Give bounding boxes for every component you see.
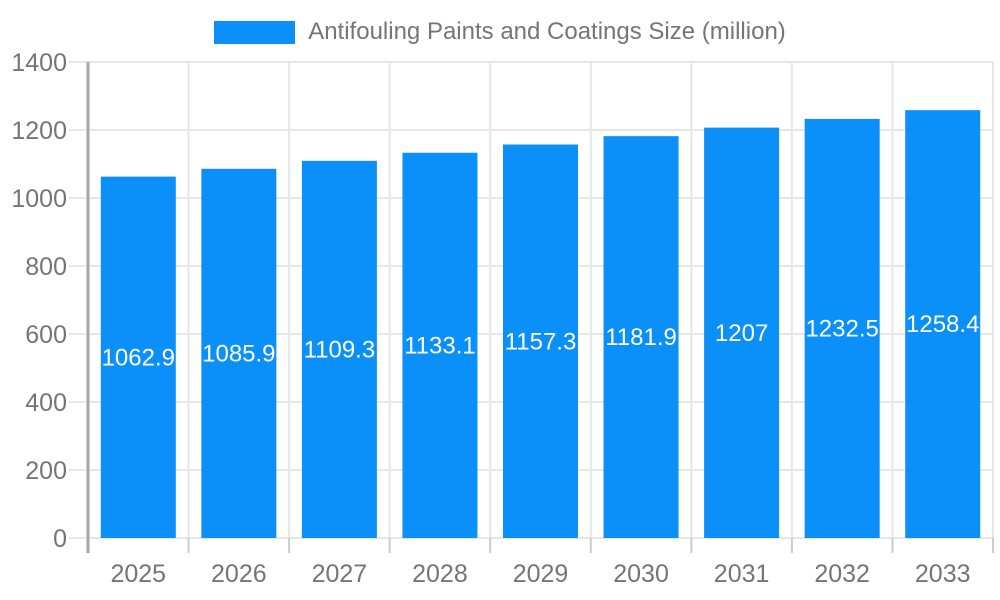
y-tick-label: 200 <box>25 457 67 485</box>
bar[interactable] <box>201 168 277 538</box>
y-tick-label: 600 <box>25 321 67 349</box>
bar-value-label: 1157.3 <box>505 328 577 355</box>
bar[interactable] <box>100 176 176 538</box>
bar-value-label: 1062.9 <box>102 344 175 371</box>
bar[interactable] <box>804 118 880 538</box>
bar-value-label: 1133.1 <box>404 332 476 359</box>
bar-value-label: 1181.9 <box>605 324 677 351</box>
x-tick-label: 2032 <box>814 560 870 588</box>
bar-value-label: 1085.9 <box>202 340 275 367</box>
bar[interactable] <box>603 136 679 539</box>
bar-value-label: 1207 <box>715 320 768 347</box>
bar-value-label: 1258.4 <box>906 311 979 338</box>
y-tick-label: 1200 <box>11 117 67 145</box>
y-tick-label: 1000 <box>11 185 67 213</box>
y-tick-label: 1400 <box>11 49 67 77</box>
legend-swatch <box>214 20 296 44</box>
x-tick-label: 2033 <box>915 560 971 588</box>
bar-value-label: 1109.3 <box>304 336 376 363</box>
x-tick-label: 2025 <box>110 560 166 588</box>
bar[interactable] <box>704 127 780 539</box>
bar[interactable] <box>301 160 377 538</box>
x-tick-label: 2027 <box>312 560 368 588</box>
y-tick-label: 400 <box>25 389 67 417</box>
x-tick-label: 2030 <box>613 560 669 588</box>
y-tick-label: 0 <box>53 525 67 553</box>
y-tick-label: 800 <box>25 253 67 281</box>
bar[interactable] <box>402 152 478 538</box>
bar-value-label: 1232.5 <box>805 315 878 342</box>
x-tick-label: 2029 <box>513 560 569 588</box>
x-tick-label: 2028 <box>412 560 468 588</box>
legend-label: Antifouling Paints and Coatings Size (mi… <box>308 18 786 45</box>
bar[interactable] <box>905 110 981 539</box>
chart-legend[interactable]: Antifouling Paints and Coatings Size (mi… <box>0 18 1000 46</box>
bar[interactable] <box>503 144 578 538</box>
x-tick-label: 2031 <box>714 560 770 588</box>
x-tick-label: 2026 <box>211 560 267 588</box>
